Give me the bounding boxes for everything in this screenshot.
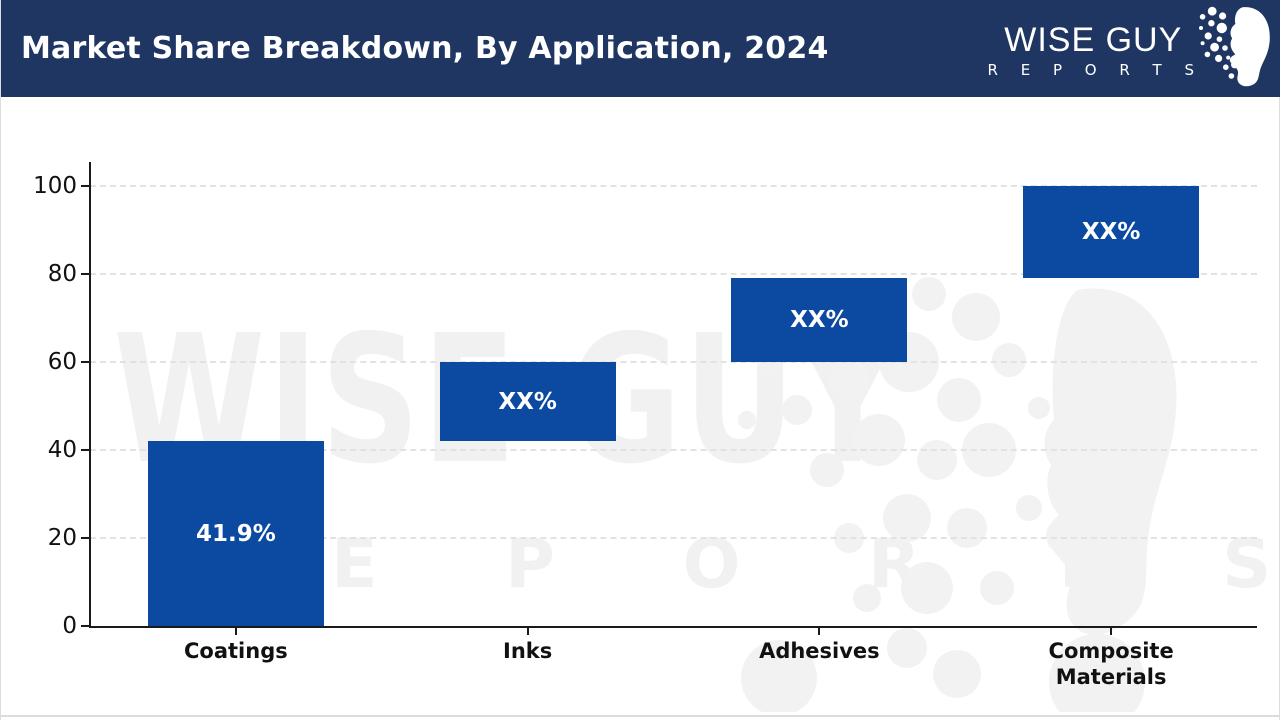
bar-composite-materials: XX%: [1023, 185, 1200, 278]
gridline-60: [90, 360, 1257, 363]
y-tick-label: 80: [47, 260, 77, 287]
y-tick-label: 0: [62, 613, 77, 639]
header: Market Share Breakdown, By Application, …: [1, 0, 1280, 97]
wiseguy-logo-text: WISE GUY R E P O R T S: [984, 23, 1203, 78]
y-tick-mark: [81, 536, 90, 539]
y-tick-label: 40: [47, 436, 77, 463]
y-tick-label: 20: [47, 524, 77, 551]
gridline-20: [90, 536, 1257, 539]
bar-value-label: XX%: [498, 388, 557, 415]
x-category-label: Coatings: [184, 639, 288, 663]
page-title: Market Share Breakdown, By Application, …: [21, 31, 829, 66]
x-tick-mark: [818, 628, 821, 635]
bar-inks: XX%: [439, 361, 616, 442]
bar-value-label: 41.9%: [195, 520, 276, 547]
bar-value-label: XX%: [790, 306, 849, 333]
x-tick-mark: [1110, 628, 1113, 635]
y-tick-mark: [81, 625, 90, 627]
x-category-label: Composite Materials: [1048, 639, 1174, 689]
y-axis: [89, 162, 91, 628]
wiseguy-head-icon: [1193, 4, 1273, 92]
gridline-40: [90, 448, 1257, 451]
y-tick-mark: [81, 448, 90, 451]
x-axis: [89, 626, 1257, 628]
x-tick-mark: [234, 628, 237, 635]
gridline-100: [90, 184, 1257, 187]
chart: WISE GUY R E P O R T S 0 20 40 60 80 100 41.9%…: [1, 97, 1280, 720]
y-tick-label: 100: [33, 172, 77, 199]
y-tick-mark: [81, 272, 90, 275]
bar-coatings: 41.9%: [147, 441, 324, 626]
bar-value-label: XX%: [1081, 218, 1141, 245]
y-tick-label: 60: [47, 348, 77, 375]
bar-adhesives: XX%: [731, 278, 908, 362]
bottom-divider: [1, 715, 1280, 717]
y-tick-mark: [81, 360, 90, 363]
y-tick-mark: [81, 184, 90, 187]
logo-wordmark: WISE GUY: [1004, 20, 1183, 59]
wiseguy-logo: WISE GUY R E P O R T S: [984, 6, 1273, 92]
gridline-80: [90, 272, 1257, 275]
logo-subtext: R E P O R T S: [987, 60, 1203, 79]
x-tick-mark: [526, 628, 529, 635]
x-category-label: Adhesives: [759, 639, 880, 663]
x-category-label: Inks: [503, 639, 553, 663]
